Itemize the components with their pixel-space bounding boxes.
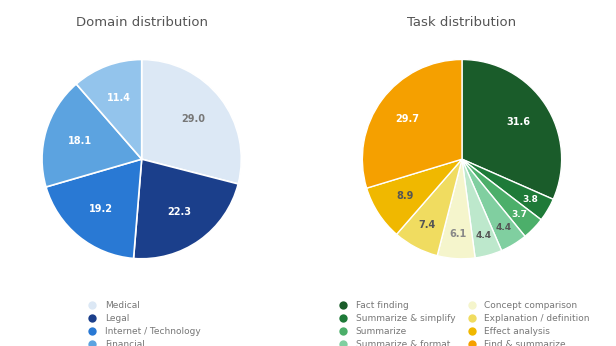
Legend: Medical, Legal, Internet / Technology, Financial, Retail / Product: Medical, Legal, Internet / Technology, F… [83, 301, 200, 346]
Text: 7.4: 7.4 [419, 220, 436, 230]
Wedge shape [462, 159, 553, 220]
Text: 31.6: 31.6 [507, 117, 531, 127]
Title: Domain distribution: Domain distribution [76, 16, 208, 29]
Text: 6.1: 6.1 [449, 229, 466, 239]
Wedge shape [362, 60, 462, 188]
Title: Task distribution: Task distribution [407, 16, 517, 29]
Text: 4.4: 4.4 [495, 223, 511, 232]
Text: 4.4: 4.4 [475, 231, 492, 240]
Wedge shape [462, 60, 562, 199]
Text: 3.7: 3.7 [511, 210, 527, 219]
Wedge shape [397, 159, 462, 256]
Wedge shape [462, 159, 525, 251]
Text: 11.4: 11.4 [107, 93, 131, 103]
Text: 29.7: 29.7 [395, 114, 419, 124]
Wedge shape [142, 60, 241, 184]
Wedge shape [42, 84, 142, 187]
Text: 3.8: 3.8 [523, 195, 538, 204]
Wedge shape [437, 159, 475, 259]
Wedge shape [46, 159, 142, 258]
Wedge shape [134, 159, 238, 259]
Wedge shape [367, 159, 462, 234]
Text: 18.1: 18.1 [68, 136, 92, 146]
Legend: Fact finding, Summarize & simplify, Summarize, Summarize & format, Pros & cons, : Fact finding, Summarize & simplify, Summ… [334, 301, 590, 346]
Wedge shape [462, 159, 501, 258]
Text: 22.3: 22.3 [168, 207, 191, 217]
Text: 8.9: 8.9 [397, 191, 414, 201]
Wedge shape [76, 60, 142, 159]
Text: 29.0: 29.0 [181, 115, 205, 125]
Text: 19.2: 19.2 [89, 204, 113, 214]
Wedge shape [462, 159, 541, 236]
